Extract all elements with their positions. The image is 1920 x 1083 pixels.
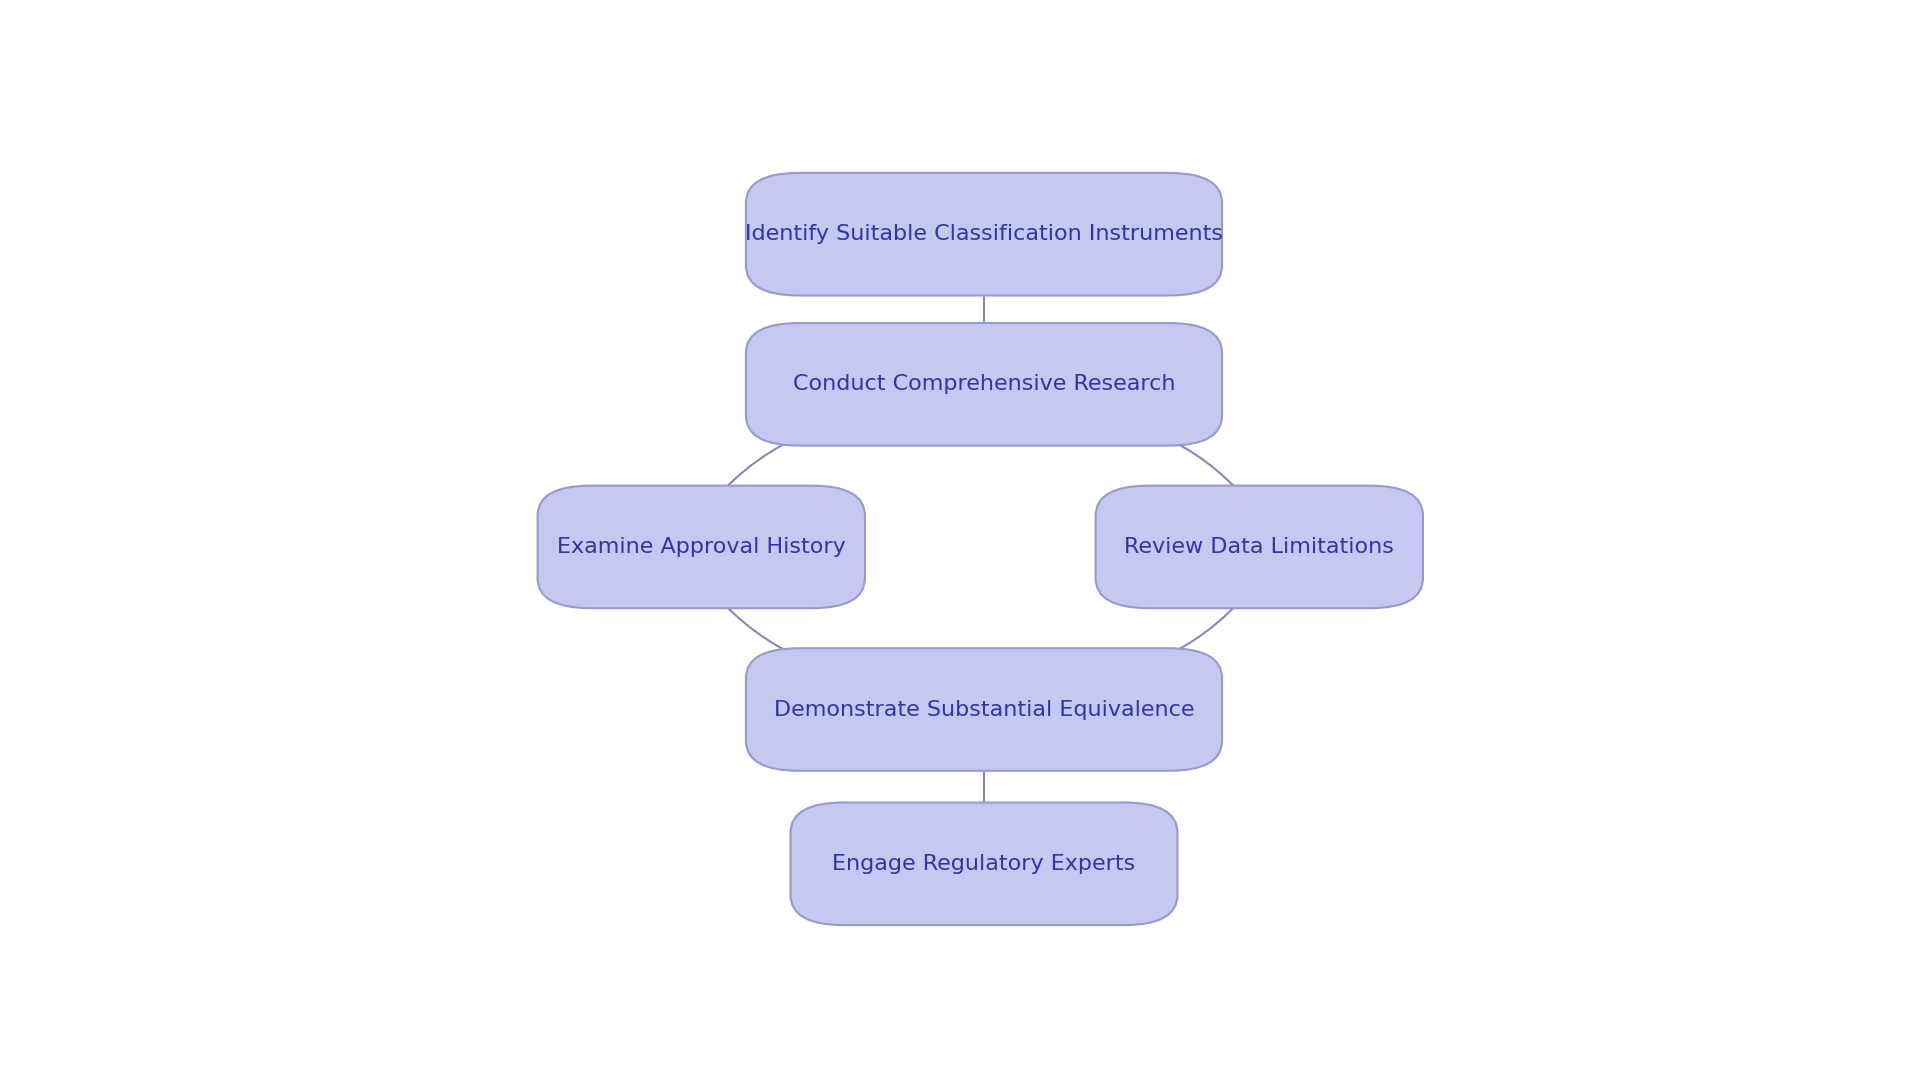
FancyBboxPatch shape	[745, 173, 1221, 296]
Text: Examine Approval History: Examine Approval History	[557, 537, 845, 557]
FancyBboxPatch shape	[791, 803, 1177, 925]
Text: Demonstrate Substantial Equivalence: Demonstrate Substantial Equivalence	[774, 700, 1194, 719]
FancyBboxPatch shape	[745, 323, 1221, 445]
Text: Conduct Comprehensive Research: Conduct Comprehensive Research	[793, 375, 1175, 394]
Text: Review Data Limitations: Review Data Limitations	[1125, 537, 1394, 557]
FancyBboxPatch shape	[745, 649, 1221, 771]
FancyBboxPatch shape	[1096, 485, 1423, 609]
Text: Engage Regulatory Experts: Engage Regulatory Experts	[833, 853, 1135, 874]
FancyBboxPatch shape	[538, 485, 864, 609]
Text: Identify Suitable Classification Instruments: Identify Suitable Classification Instrum…	[745, 224, 1223, 244]
